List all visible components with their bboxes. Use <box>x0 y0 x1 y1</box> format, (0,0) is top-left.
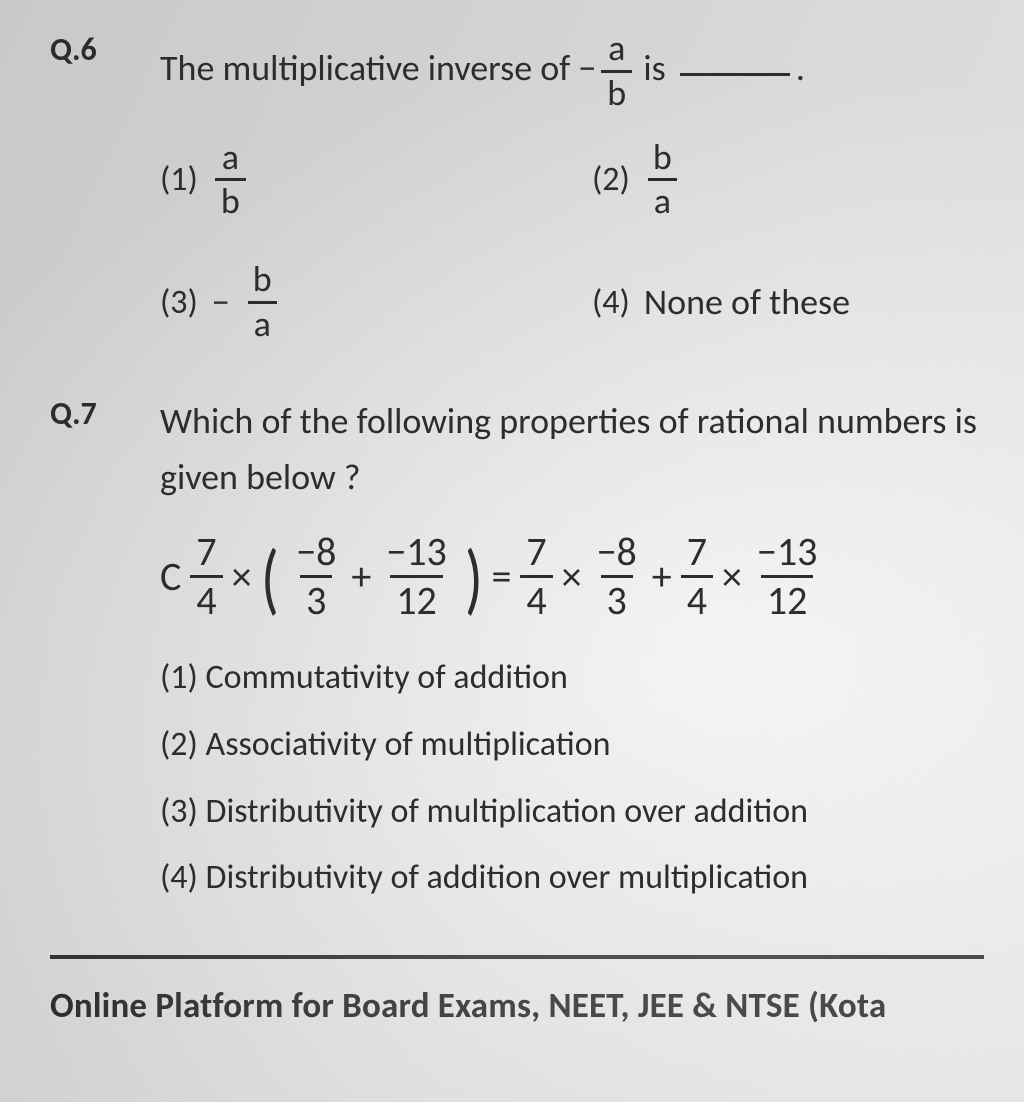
minus-sign: − <box>578 46 596 90</box>
times-sign: × <box>232 552 252 601</box>
fraction-denominator: b <box>601 70 632 113</box>
times-sign: × <box>722 552 742 601</box>
option-label: (1) <box>160 159 198 200</box>
fraction-denominator: 4 <box>681 575 713 622</box>
fraction-numerator: −8 <box>591 531 643 575</box>
option-1[interactable]: (1) Commutativity of addition <box>160 652 984 705</box>
fraction-denominator: 3 <box>601 575 633 622</box>
fraction-a-over-b: a b <box>601 30 632 113</box>
options-grid: (1) a b (2) b a (3) − b a <box>160 139 984 344</box>
question-7: Q.7 Which of the following properties of… <box>50 394 984 905</box>
fraction: −13 12 <box>380 531 452 622</box>
plus-sign: + <box>652 552 672 601</box>
fraction-denominator: a <box>648 178 677 221</box>
fraction-numerator: b <box>247 261 278 301</box>
question-6: Q.6 The multiplicative inverse of − a b … <box>50 30 984 344</box>
option-text: None of these <box>644 280 850 324</box>
blank-line <box>680 73 790 76</box>
plus-sign: + <box>351 552 371 601</box>
option-4[interactable]: (4) None of these <box>592 261 984 344</box>
left-paren-icon: ( <box>260 552 278 607</box>
fraction-denominator: b <box>215 178 246 221</box>
fraction-numerator: 7 <box>681 531 713 575</box>
footer-text: Online Platform for Board Exams, NEET, J… <box>50 985 984 1027</box>
fraction: −8 3 <box>290 531 342 622</box>
fraction-numerator: −13 <box>751 531 823 575</box>
question-body: Which of the following properties of rat… <box>160 394 984 905</box>
question-number: Q.7 <box>50 394 97 433</box>
question-stem: Which of the following properties of rat… <box>160 394 984 506</box>
fraction-denominator: a <box>248 301 277 344</box>
fraction: 7 4 <box>681 531 713 622</box>
fraction: 7 4 <box>190 531 222 622</box>
fraction-denominator: 4 <box>520 575 552 622</box>
fraction-denominator: 12 <box>390 575 443 622</box>
fraction-denominator: 12 <box>761 575 814 622</box>
footer-label: Online Platform for Board Exams, NEET, J… <box>50 985 886 1027</box>
question-stem: The multiplicative inverse of − a b is . <box>160 30 984 113</box>
fraction-numerator: b <box>647 139 678 179</box>
option-label: (4) <box>592 282 630 323</box>
times-sign: × <box>562 552 582 601</box>
question-body: The multiplicative inverse of − a b is .… <box>160 30 984 344</box>
fraction-denominator: 4 <box>190 575 222 622</box>
option-2[interactable]: (2) Associativity of multiplication <box>160 719 984 772</box>
fraction-denominator: 3 <box>300 575 332 622</box>
stem-text: is <box>643 46 673 90</box>
fraction-numerator: 7 <box>520 531 552 575</box>
fraction-numerator: −13 <box>380 531 452 575</box>
option-fraction: b a <box>647 139 678 222</box>
stem-text: . <box>796 46 805 90</box>
option-fraction: a b <box>215 139 246 222</box>
option-fraction: b a <box>247 261 278 344</box>
equals-sign: = <box>491 552 511 601</box>
fraction: −13 12 <box>751 531 823 622</box>
option-2[interactable]: (2) b a <box>592 139 984 222</box>
fraction: 7 4 <box>520 531 552 622</box>
fraction-numerator: −8 <box>290 531 342 575</box>
stem-text: The multiplicative inverse of <box>160 46 578 90</box>
fraction-numerator: a <box>216 139 245 179</box>
option-label: (3) <box>160 282 198 323</box>
minus-sign: − <box>212 280 230 324</box>
option-3[interactable]: (3) − b a <box>160 261 552 344</box>
question-number: Q.6 <box>50 30 97 69</box>
eq-constant: C <box>160 552 181 601</box>
right-paren-icon: ) <box>465 552 483 607</box>
equation: C 7 4 × ( −8 3 + −13 12 ) = 7 4 × <box>160 531 984 622</box>
divider <box>50 955 984 959</box>
fraction-numerator: 7 <box>190 531 222 575</box>
option-label: (2) <box>592 159 630 200</box>
option-3[interactable]: (3) Distributivity of multiplication ove… <box>160 786 984 839</box>
options-list: (1) Commutativity of addition (2) Associ… <box>160 652 984 905</box>
fraction-numerator: a <box>602 30 631 70</box>
option-1[interactable]: (1) a b <box>160 139 552 222</box>
fraction: −8 3 <box>591 531 643 622</box>
option-4[interactable]: (4) Distributivity of addition over mult… <box>160 852 984 905</box>
